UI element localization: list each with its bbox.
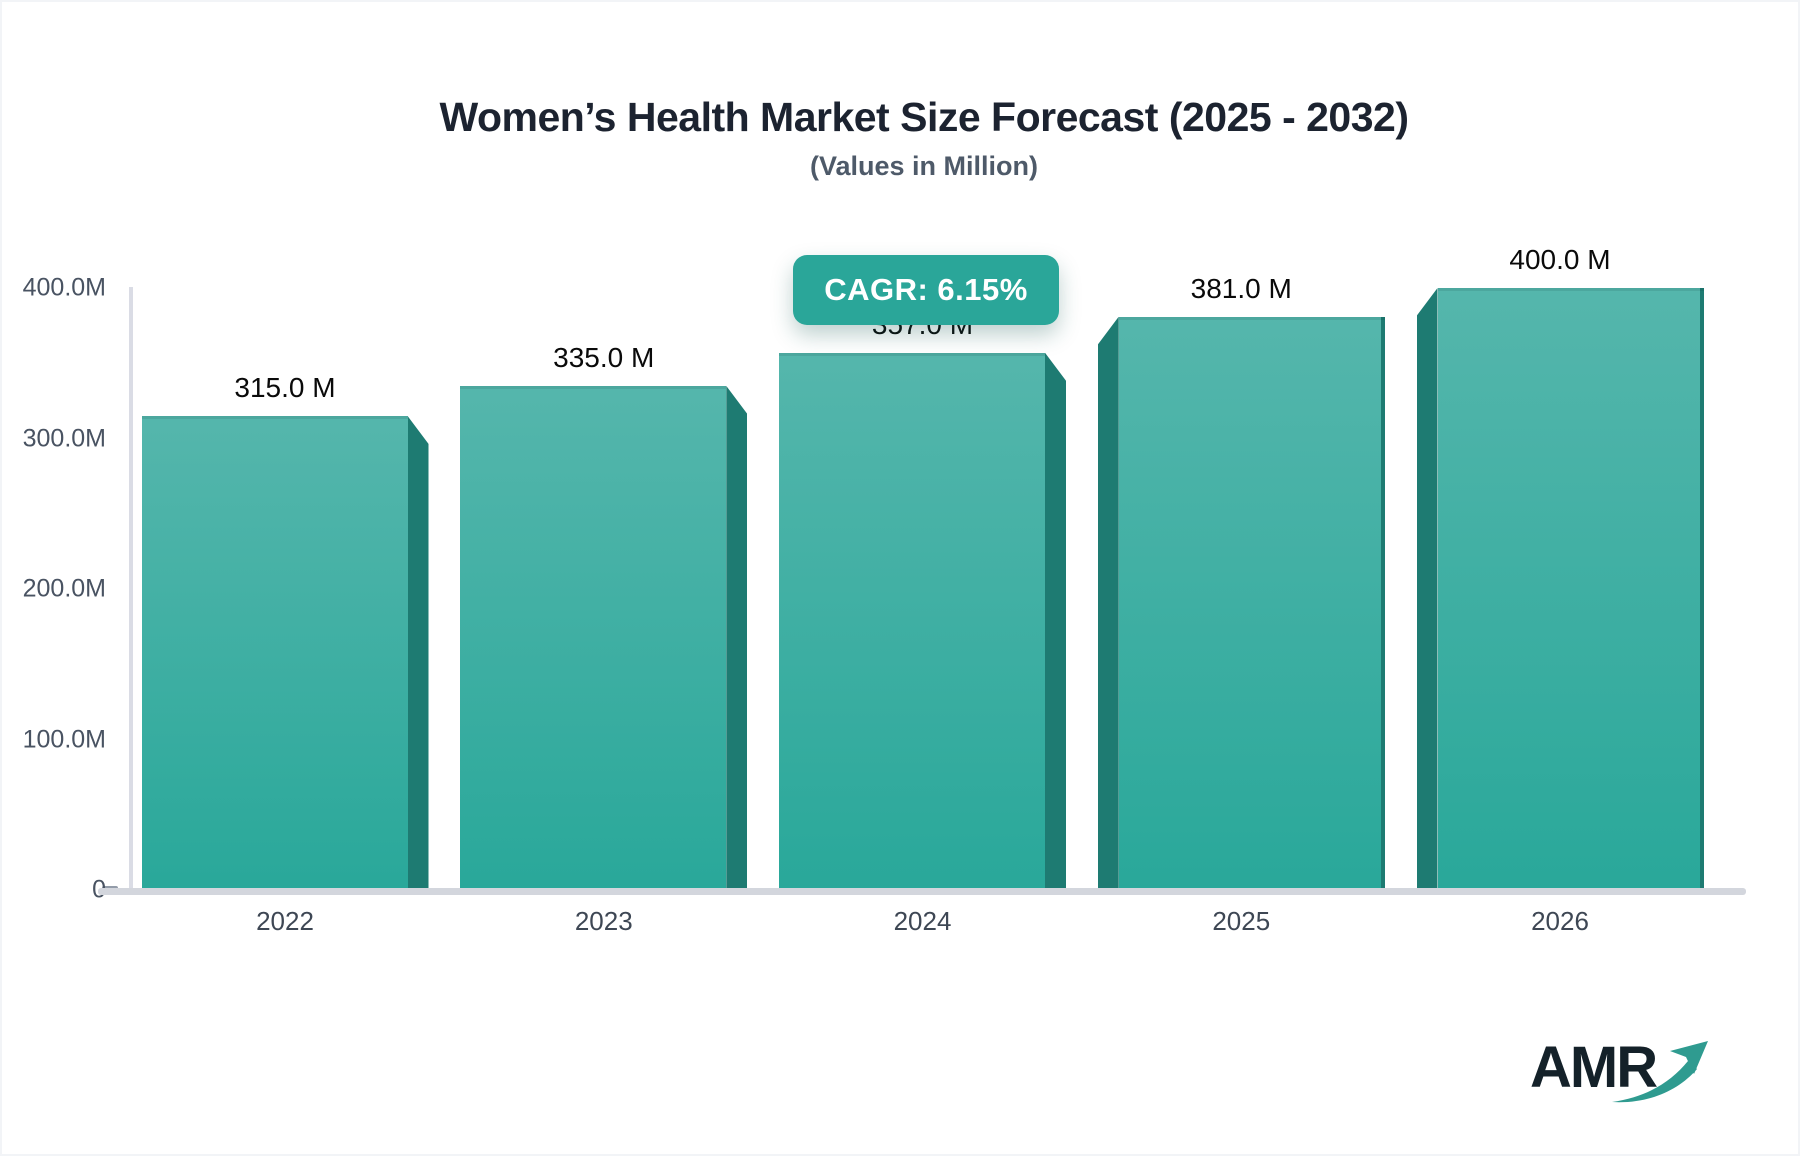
bar-side-face <box>1097 316 1119 890</box>
x-baseline <box>98 888 1746 895</box>
x-axis-label: 2024 <box>893 906 952 936</box>
y-tick-label: 200.0M <box>22 574 106 603</box>
bar-2024 <box>779 352 1066 890</box>
x-axis-label: 2022 <box>256 906 314 936</box>
cagr-badge-label: CAGR: 6.15% <box>824 272 1028 307</box>
bar-face <box>1118 316 1385 890</box>
bar-2025 <box>1097 316 1385 890</box>
bar-value-label: 381.0 M <box>1190 272 1292 304</box>
y-tick-label: 100.0M <box>22 725 106 753</box>
bar-2023 <box>460 385 748 890</box>
x-axis-label: 2025 <box>1212 906 1271 936</box>
y-axis-line <box>129 287 133 889</box>
bar-2026 <box>1416 288 1704 890</box>
bar-value-label: 315.0 M <box>234 371 336 403</box>
bar-side-face <box>1045 352 1066 890</box>
x-axis-label: 2023 <box>574 906 633 936</box>
bar-side-face <box>407 415 429 890</box>
chart-subtitle: (Values in Million) <box>809 151 1039 181</box>
chart-title: Women’s Health Market Size Forecast (202… <box>439 94 1409 140</box>
cagr-badge: CAGR: 6.15% <box>793 255 1059 325</box>
y-tick-label: 400.0M <box>22 273 106 302</box>
bar-side-face <box>1416 288 1438 890</box>
amr-logo: AMR <box>1530 1034 1730 1124</box>
y-tick-label: 300.0M <box>22 424 106 452</box>
bar-face <box>1437 288 1704 890</box>
bar-side-face <box>726 385 748 890</box>
logo-arrow-icon <box>1612 1041 1708 1103</box>
y-tick-label: 0 <box>2 876 106 905</box>
bar-face <box>141 415 408 890</box>
bar-value-label: 335.0 M <box>553 341 655 373</box>
logo-text: AMR <box>1530 1035 1658 1100</box>
bar-face <box>460 385 727 890</box>
bar-2022 <box>141 415 429 890</box>
bar-value-label: 400.0 M <box>1509 244 1611 275</box>
x-axis-label: 2026 <box>1531 906 1589 936</box>
bar-face <box>779 352 1045 890</box>
